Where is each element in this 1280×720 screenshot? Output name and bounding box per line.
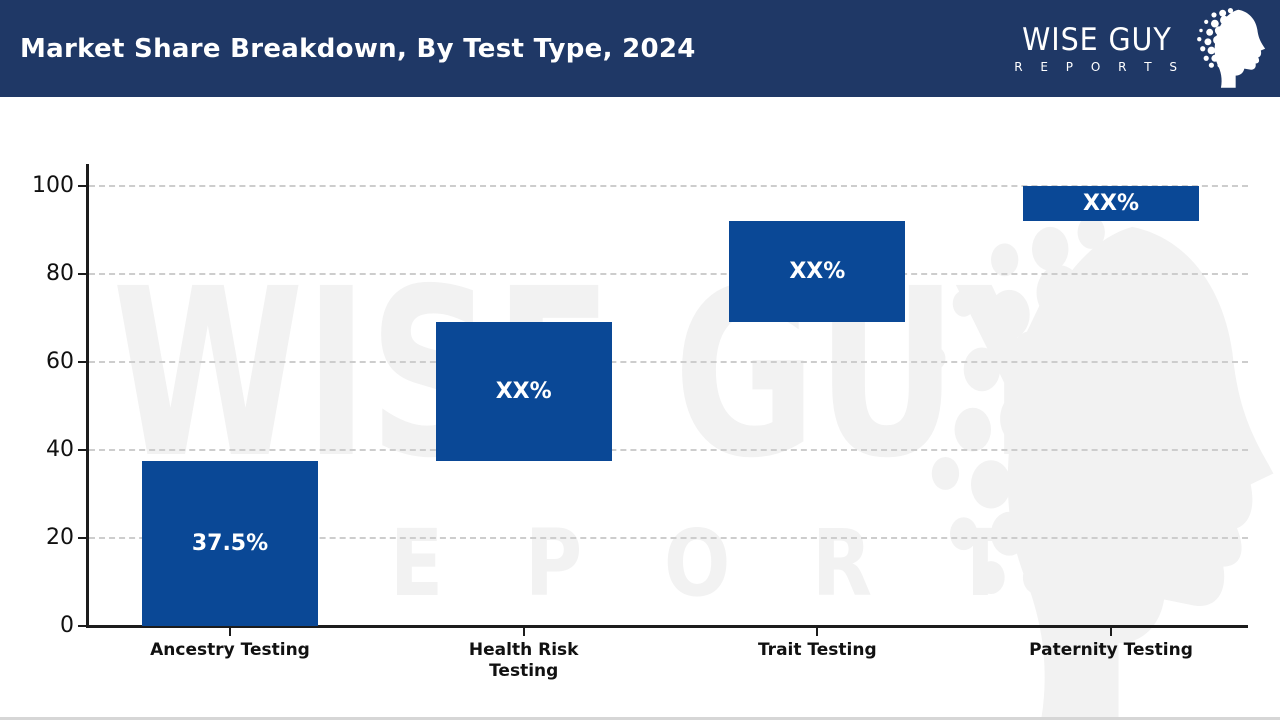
- bar-segment: XX%: [1023, 186, 1199, 222]
- y-tick-80: [78, 273, 87, 275]
- gridline-80: [89, 273, 1248, 275]
- y-tick-label: 20: [46, 525, 74, 550]
- logo-wordmark: WISE GUY: [1022, 21, 1172, 58]
- header-band: Market Share Breakdown, By Test Type, 20…: [0, 0, 1280, 97]
- category-label: Paternity Testing: [1029, 640, 1193, 660]
- y-tick-100: [78, 185, 87, 187]
- bar-segment: XX%: [729, 221, 906, 323]
- x-tick: [229, 628, 231, 636]
- page-title: Market Share Breakdown, By Test Type, 20…: [20, 33, 696, 64]
- bar-segment: XX%: [435, 322, 612, 461]
- logo-text: WISE GUY R E P O R T S: [1010, 21, 1184, 74]
- y-tick-40: [78, 449, 87, 451]
- gridline-20: [89, 537, 1248, 539]
- bar-value-label: XX%: [789, 259, 846, 285]
- gridline-40: [89, 449, 1248, 451]
- bar-value-label: 37.5%: [191, 531, 269, 556]
- y-axis-spine: [86, 164, 89, 627]
- bar-value-label: XX%: [495, 379, 552, 405]
- y-tick-60: [78, 361, 87, 363]
- category-label: Trait Testing: [757, 640, 877, 660]
- category-label: Health Risk Testing: [468, 640, 579, 682]
- x-tick: [522, 628, 525, 636]
- y-tick-label: 100: [32, 173, 74, 198]
- y-tick-label: 0: [60, 613, 74, 638]
- logo-subtitle: R E P O R T S: [1014, 59, 1184, 74]
- y-tick-label: 60: [46, 349, 74, 374]
- bar-segment: 37.5%: [142, 461, 318, 626]
- gridline-100: [89, 185, 1248, 187]
- gridline-60: [89, 361, 1248, 363]
- y-tick-0: [78, 625, 87, 627]
- y-tick-20: [78, 537, 87, 539]
- head-profile-dots-icon: [1188, 6, 1266, 92]
- category-label: Ancestry Testing: [150, 640, 310, 660]
- y-tick-label: 40: [46, 437, 74, 462]
- wise-guy-logo: WISE GUY R E P O R T S: [1010, 6, 1280, 92]
- x-axis-spine: [86, 625, 1248, 628]
- x-tick: [1110, 628, 1112, 636]
- bar-value-label: XX%: [1083, 191, 1139, 217]
- y-tick-label: 80: [46, 261, 74, 286]
- watermark-head-profile-icon: [868, 205, 1278, 717]
- x-tick: [816, 628, 819, 636]
